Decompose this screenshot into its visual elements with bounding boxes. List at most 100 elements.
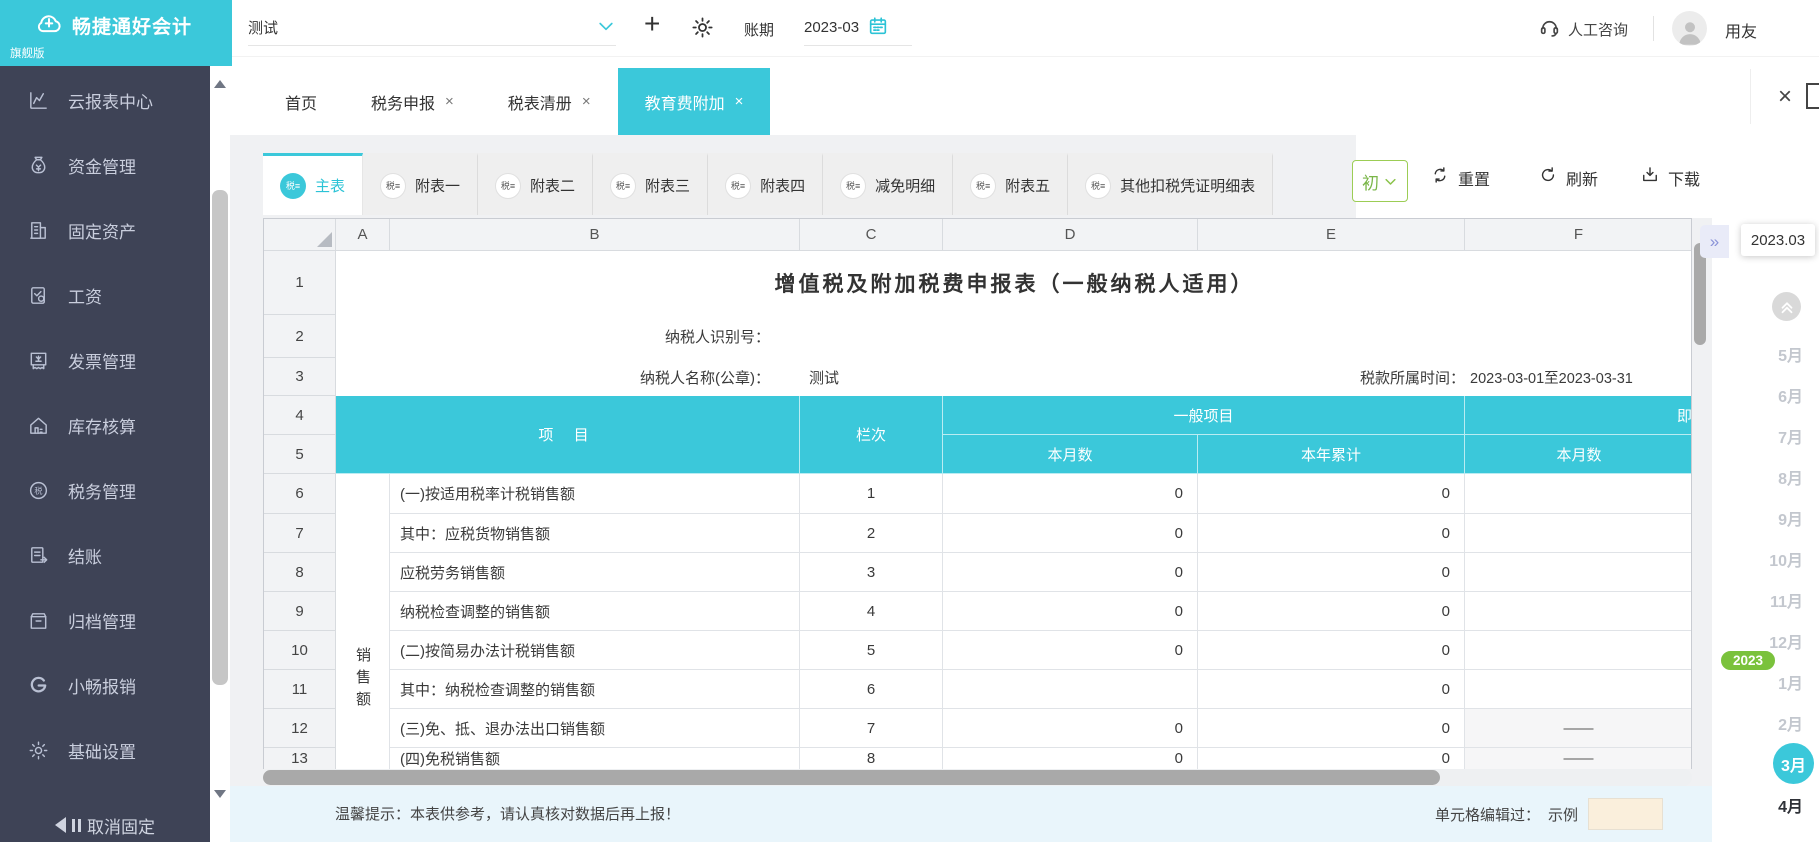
sidebar-item-9[interactable]: 归档管理: [0, 588, 210, 653]
username[interactable]: 用友: [1725, 24, 1758, 41]
period-field[interactable]: 2023-03: [804, 10, 912, 46]
value-cell-f[interactable]: ——: [1465, 709, 1691, 748]
value-cell-e[interactable]: 0: [1198, 631, 1465, 670]
lane-cell[interactable]: 4: [800, 592, 943, 631]
value-cell-e[interactable]: 0: [1198, 748, 1465, 769]
tax-period-label[interactable]: 税款所属时间：: [1198, 358, 1465, 396]
sidebar-item-3[interactable]: 固定资产: [0, 198, 210, 263]
lane-cell[interactable]: 3: [800, 553, 943, 592]
header-immediate-group[interactable]: 即: [1465, 396, 1691, 435]
item-cell[interactable]: 其中：纳税检查调整的销售额: [390, 670, 800, 709]
sidebar-scroll-thumb[interactable]: [212, 190, 228, 685]
sheet-tab-2[interactable]: 税≡ 附表一: [363, 153, 479, 215]
header-month-b[interactable]: 本月数: [1465, 435, 1691, 474]
lane-cell[interactable]: 5: [800, 631, 943, 670]
reset-button[interactable]: 重置: [1430, 165, 1490, 190]
sheet-tab-1[interactable]: 税≡ 主表: [263, 153, 364, 215]
sidebar-item-6[interactable]: 库存核算: [0, 393, 210, 458]
close-all-tabs-button[interactable]: ×: [1777, 83, 1792, 110]
value-cell-e[interactable]: 0: [1198, 474, 1465, 514]
value-cell-d[interactable]: 0: [943, 474, 1198, 514]
company-select[interactable]: 测试: [248, 10, 616, 46]
value-cell-f[interactable]: [1465, 474, 1691, 514]
row-number[interactable]: 1: [264, 251, 336, 315]
row-number[interactable]: 4: [264, 396, 336, 435]
scroll-down-icon[interactable]: [214, 790, 226, 798]
row-number[interactable]: 13: [264, 748, 336, 769]
empty-cell[interactable]: [943, 358, 1198, 396]
value-cell-f[interactable]: [1465, 514, 1691, 553]
month-item-3月[interactable]: 3月: [1712, 743, 1819, 784]
opening-period-button[interactable]: 初: [1352, 160, 1408, 202]
value-cell-f[interactable]: [1465, 553, 1691, 592]
item-cell[interactable]: (二)按简易办法计税销售额: [390, 631, 800, 670]
tab-4[interactable]: 教育费附加 ×: [617, 68, 771, 135]
value-cell-f[interactable]: [1465, 631, 1691, 670]
row-number[interactable]: 10: [264, 631, 336, 670]
row-number[interactable]: 12: [264, 709, 336, 748]
taxpayer-name-label[interactable]: 纳税人名称(公章)：: [336, 358, 800, 396]
item-cell[interactable]: (四)免税销售额: [390, 748, 800, 769]
taxpayer-id-value[interactable]: [800, 315, 1691, 358]
month-item-4月[interactable]: 4月: [1778, 798, 1803, 816]
month-item-8月[interactable]: 8月: [1778, 470, 1803, 488]
row-number[interactable]: 6: [264, 474, 336, 514]
settings-gear-icon[interactable]: [690, 15, 715, 40]
tab-3[interactable]: 税表清册 ×: [481, 68, 618, 135]
row-number[interactable]: 9: [264, 592, 336, 631]
sheet-tab-4[interactable]: 税≡ 附表三: [593, 153, 709, 215]
row-number[interactable]: 11: [264, 670, 336, 709]
tab-1[interactable]: 首页: [258, 68, 344, 135]
sheet-tab-5[interactable]: 税≡ 附表四: [708, 153, 824, 215]
month-item-2月[interactable]: 2月: [1778, 716, 1803, 734]
col-header-c[interactable]: C: [800, 219, 943, 251]
lane-cell[interactable]: 8: [800, 748, 943, 769]
taxpayer-name-value[interactable]: 测试: [800, 358, 943, 396]
calendar-icon[interactable]: [867, 15, 889, 41]
item-cell[interactable]: (三)免、抵、退办法出口销售额: [390, 709, 800, 748]
item-cell[interactable]: 纳税检查调整的销售额: [390, 592, 800, 631]
sheet-tab-7[interactable]: 税≡ 附表五: [953, 153, 1069, 215]
horizontal-scroll-thumb[interactable]: [263, 770, 1440, 785]
sidebar-item-1[interactable]: 云报表中心: [0, 68, 210, 133]
item-cell[interactable]: 应税劳务销售额: [390, 553, 800, 592]
tab-2[interactable]: 税务申报 ×: [344, 68, 481, 135]
taxpayer-id-label[interactable]: 纳税人识别号：: [336, 315, 800, 358]
avatar[interactable]: [1672, 11, 1707, 46]
sidebar-item-8[interactable]: 结账: [0, 523, 210, 588]
sidebar-item-5[interactable]: 发票管理: [0, 328, 210, 393]
col-header-d[interactable]: D: [943, 219, 1198, 251]
lane-cell[interactable]: 2: [800, 514, 943, 553]
col-header-a[interactable]: A: [336, 219, 390, 251]
row-group-cell[interactable]: 销售额: [336, 474, 390, 769]
lane-cell[interactable]: 6: [800, 670, 943, 709]
value-cell-f[interactable]: [1465, 670, 1691, 709]
header-general-group[interactable]: 一般项目: [943, 396, 1465, 435]
month-item-7月[interactable]: 7月: [1778, 429, 1803, 447]
header-lane[interactable]: 栏次: [800, 396, 943, 474]
value-cell-d[interactable]: 0: [943, 514, 1198, 553]
month-item-6月[interactable]: 6月: [1778, 388, 1803, 406]
value-cell-d[interactable]: 0: [943, 631, 1198, 670]
horizontal-scrollbar[interactable]: [263, 769, 1692, 786]
vertical-scroll-thumb[interactable]: [1694, 243, 1706, 345]
sheet-tab-8[interactable]: 税≡ 其他扣税凭证明细表: [1068, 153, 1274, 215]
month-item-11月[interactable]: 11月: [1770, 593, 1803, 611]
value-cell-e[interactable]: 0: [1198, 670, 1465, 709]
value-cell-e[interactable]: 0: [1198, 592, 1465, 631]
item-cell[interactable]: (一)按适用税率计税销售额: [390, 474, 800, 514]
value-cell-d[interactable]: 0: [943, 709, 1198, 748]
header-ytd[interactable]: 本年累计: [1198, 435, 1465, 474]
sidebar-item-4[interactable]: 工资: [0, 263, 210, 328]
value-cell-f[interactable]: [1465, 592, 1691, 631]
value-cell-d[interactable]: 0: [943, 748, 1198, 769]
value-cell-e[interactable]: 0: [1198, 709, 1465, 748]
col-header-e[interactable]: E: [1198, 219, 1465, 251]
sidebar-item-10[interactable]: 小畅报销: [0, 653, 210, 718]
close-tab-icon[interactable]: ×: [581, 93, 591, 110]
row-number[interactable]: 3: [264, 358, 336, 396]
restore-window-icon[interactable]: [1806, 83, 1819, 109]
month-item-5月[interactable]: 5月: [1778, 347, 1803, 365]
sidebar-item-11[interactable]: 基础设置: [0, 718, 210, 783]
row-number[interactable]: 5: [264, 435, 336, 474]
